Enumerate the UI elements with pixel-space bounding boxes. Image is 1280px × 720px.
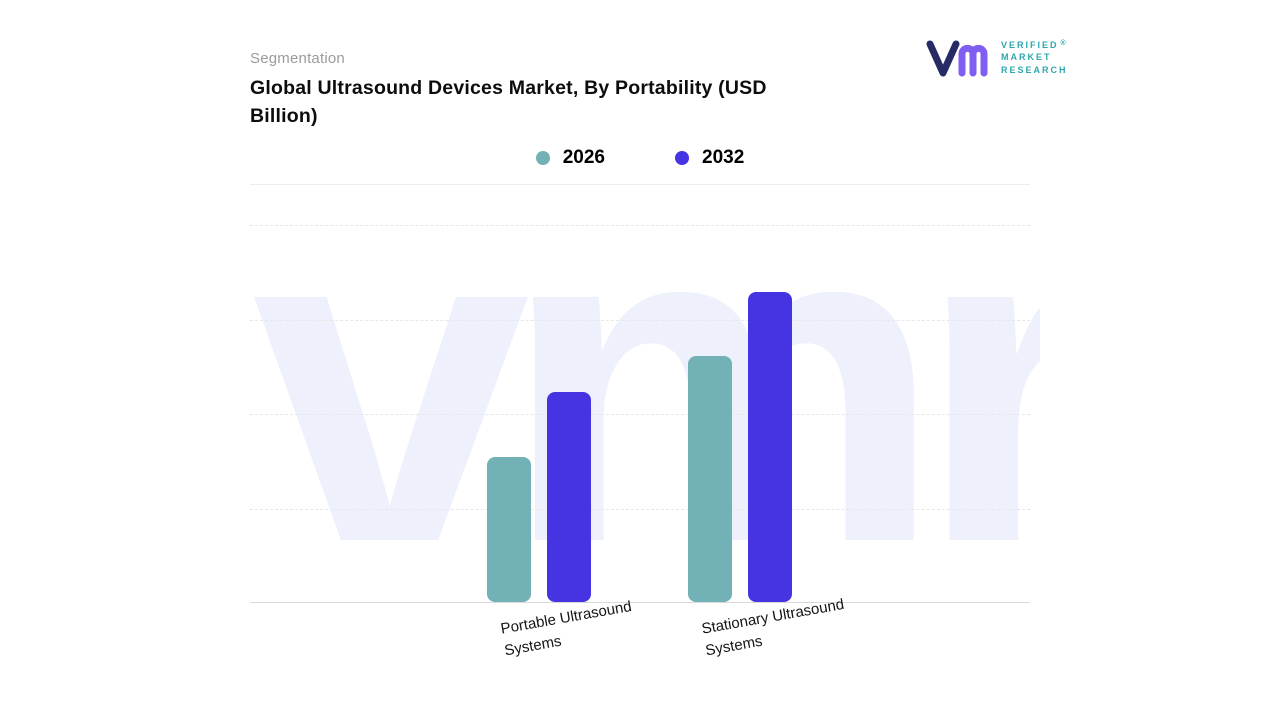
chart-title: Global Ultrasound Devices Market, By Por… bbox=[250, 74, 850, 131]
header-divider bbox=[250, 184, 1030, 185]
bar-2032-stationary[interactable] bbox=[748, 292, 792, 602]
legend: 2026 2032 bbox=[250, 147, 1030, 169]
bar-2026-portable[interactable] bbox=[487, 456, 531, 602]
chart-title-line2: Billion) bbox=[250, 105, 318, 128]
logo-line-research: RESEARCH bbox=[1001, 64, 1068, 75]
vmr-logo: VERIFIED ® MARKET RESEARCH bbox=[926, 38, 1068, 78]
bar-group-portable bbox=[487, 224, 591, 602]
legend-item-2032[interactable]: 2032 bbox=[675, 147, 744, 169]
gridline bbox=[250, 225, 1030, 226]
bar-2026-stationary[interactable] bbox=[688, 355, 732, 602]
gridline bbox=[250, 319, 1030, 321]
legend-item-2026[interactable]: 2026 bbox=[535, 147, 605, 169]
legend-label: 2032 bbox=[702, 147, 745, 168]
legend-label: 2026 bbox=[562, 147, 605, 168]
vmr-logo-text: VERIFIED ® MARKET RESEARCH bbox=[1001, 40, 1068, 76]
plot-area: Portable Ultrasound Systems Stationary Ul… bbox=[250, 224, 1030, 659]
bar-group-stationary bbox=[688, 224, 792, 602]
legend-dot-2032 bbox=[675, 151, 689, 165]
bar-2032-portable[interactable] bbox=[547, 391, 591, 602]
registered-trademark-icon: ® bbox=[1060, 40, 1068, 48]
vmr-logo-mark bbox=[926, 40, 988, 77]
logo-line-market: MARKET bbox=[1001, 52, 1052, 63]
gridline bbox=[250, 414, 1030, 415]
logo-line-verified: VERIFIED ® bbox=[1001, 40, 1068, 51]
chart-title-line1: Global Ultrasound Devices Market, By Por… bbox=[250, 77, 767, 99]
chart-eyebrow: Segmentation bbox=[250, 50, 345, 67]
legend-dot-2026 bbox=[535, 151, 550, 165]
x-axis-line bbox=[250, 602, 1030, 603]
gridline bbox=[250, 508, 1030, 510]
